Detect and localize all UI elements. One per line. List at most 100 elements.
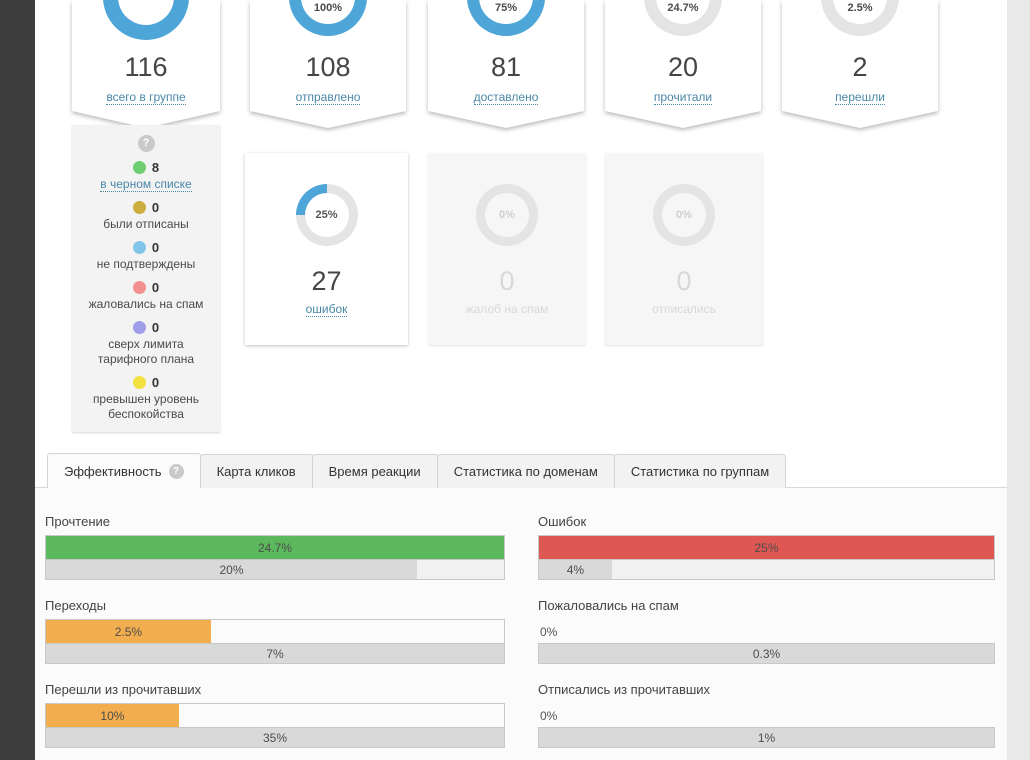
tab-label: Статистика по группам bbox=[630, 464, 770, 479]
unsubscribes-percent: 0% bbox=[676, 209, 692, 221]
metric-compare-bar: 4% bbox=[538, 559, 995, 580]
tab-click-map[interactable]: Карта кликов bbox=[199, 454, 313, 488]
metric-spam-rate: Пожаловались на спам 0% 0.3% bbox=[538, 598, 995, 664]
stat-card-opened: 24.7% 20 прочитали bbox=[605, 0, 761, 128]
spam-value: 0 bbox=[499, 266, 515, 296]
compare-value: 4% bbox=[566, 562, 585, 577]
stat-card-sent: 100% 108 отправлено bbox=[250, 0, 406, 128]
legend-label: превышен уровень беспокойства bbox=[92, 391, 200, 421]
unsubscribed-dot-icon bbox=[132, 200, 146, 214]
stat-card-unsubscribes: 0% 0 отписались bbox=[605, 153, 763, 345]
compare-value: 7% bbox=[266, 646, 284, 661]
metric-compare-bar: 7% bbox=[45, 643, 505, 664]
page-gutter bbox=[1007, 0, 1030, 760]
metric-compare-bar: 0.3% bbox=[538, 643, 995, 664]
legend-item-over-limit: 0 сверх лимита тарифного плана bbox=[72, 320, 220, 367]
stat-card-spam-complaints: 0% 0 жалоб на спам bbox=[428, 153, 586, 345]
effectiveness-panel: Прочтение 24.7% 20% Переходы 2.5% bbox=[35, 487, 1007, 760]
metric-title: Ошибок bbox=[538, 514, 587, 529]
tab-domain-stats[interactable]: Статистика по доменам bbox=[436, 454, 615, 488]
tab-effectiveness[interactable]: Эффективность ? bbox=[47, 453, 201, 488]
errors-value: 27 bbox=[311, 266, 342, 296]
blacklist-dot-icon bbox=[132, 160, 146, 174]
compare-value: 35% bbox=[262, 730, 288, 745]
donut-chart-errors: 25% bbox=[295, 184, 358, 246]
unsubscribes-label: отписались bbox=[652, 302, 716, 316]
stats-tabs: Эффективность ? Карта кликов Время реакц… bbox=[47, 453, 787, 488]
total-in-group-link[interactable]: всего в группе bbox=[106, 90, 186, 104]
opened-percent: 24.7% bbox=[667, 2, 699, 14]
stat-card-delivered: 75% 81 доставлено bbox=[428, 0, 584, 128]
legend-item-blacklist: 8 в черном списке bbox=[72, 160, 220, 192]
total-value: 116 bbox=[124, 52, 168, 82]
metric-title: Пожаловались на спам bbox=[538, 598, 679, 613]
metric-bar: 2.5% bbox=[45, 619, 505, 644]
metric-title: Прочтение bbox=[45, 514, 110, 529]
tab-group-stats[interactable]: Статистика по группам bbox=[613, 454, 787, 488]
compare-value: 0.3% bbox=[752, 646, 781, 661]
metric-compare-bar: 35% bbox=[45, 727, 505, 748]
group-legend-panel: ? 8 в черном списке 0 были отписаны 0 не… bbox=[72, 125, 220, 432]
compare-value: 1% bbox=[757, 730, 776, 745]
opened-link[interactable]: прочитали bbox=[653, 90, 713, 104]
tab-label: Карта кликов bbox=[216, 464, 296, 479]
bar-value: 0% bbox=[540, 708, 558, 723]
metric-compare-bar: 1% bbox=[538, 727, 995, 748]
legend-value: 0 bbox=[151, 319, 160, 335]
donut-chart-total bbox=[103, 0, 189, 40]
legend-label: были отписаны bbox=[103, 216, 189, 231]
tab-help-icon[interactable]: ? bbox=[168, 463, 184, 479]
stat-card-errors: 25% 27 ошибок bbox=[245, 153, 408, 345]
metric-click-to-open: Перешли из прочитавших 10% 35% bbox=[45, 682, 505, 748]
spam-label: жалоб на спам bbox=[465, 302, 549, 316]
legend-value: 0 bbox=[151, 279, 160, 295]
donut-chart-spam: 0% bbox=[476, 184, 538, 246]
metric-click-rate: Переходы 2.5% 7% bbox=[45, 598, 505, 664]
errors-link[interactable]: ошибок bbox=[305, 302, 348, 317]
legend-label: жаловались на спам bbox=[88, 296, 204, 311]
legend-value: 0 bbox=[151, 239, 160, 255]
metric-bar: 25% bbox=[538, 535, 995, 560]
stat-card-clicked: 2.5% 2 перешли bbox=[782, 0, 938, 128]
metrics-column-right: Ошибок 25% 4% Пожаловались на спам 0% bbox=[538, 514, 995, 760]
sent-percent: 100% bbox=[313, 2, 343, 14]
sent-link[interactable]: отправлено bbox=[295, 90, 361, 104]
blacklist-link[interactable]: в черном списке bbox=[100, 176, 192, 192]
metric-title: Отписались из прочитавших bbox=[538, 682, 711, 697]
clicked-link[interactable]: перешли bbox=[835, 90, 885, 104]
legend-label: не подтверждены bbox=[96, 256, 196, 271]
metric-error-rate: Ошибок 25% 4% bbox=[538, 514, 995, 580]
delivered-percent: 75% bbox=[494, 2, 518, 14]
legend-item-anxiety: 0 превышен уровень беспокойства bbox=[72, 375, 220, 422]
legend-item-spam: 0 жаловались на спам bbox=[72, 280, 220, 312]
metric-compare-bar: 20% bbox=[45, 559, 505, 580]
stat-card-total: 116 всего в группе bbox=[72, 0, 220, 128]
unsubscribes-value: 0 bbox=[676, 266, 692, 296]
help-icon[interactable]: ? bbox=[137, 134, 155, 152]
metric-unsubscribe-rate: Отписались из прочитавших 0% 1% bbox=[538, 682, 995, 748]
legend-value: 8 bbox=[151, 159, 160, 175]
tab-label: Эффективность bbox=[64, 463, 162, 479]
tab-reaction-time[interactable]: Время реакции bbox=[311, 454, 438, 488]
delivered-link[interactable]: доставлено bbox=[473, 90, 539, 104]
delivered-value: 81 bbox=[490, 52, 522, 82]
bar-value: 24.7% bbox=[257, 540, 293, 555]
tab-label: Статистика по доменам bbox=[453, 464, 598, 479]
anxiety-dot-icon bbox=[132, 375, 146, 389]
metric-bar: 24.7% bbox=[45, 535, 505, 560]
legend-item-unsubscribed: 0 были отписаны bbox=[72, 200, 220, 232]
legend-item-unconfirmed: 0 не подтверждены bbox=[72, 240, 220, 272]
over-limit-dot-icon bbox=[132, 320, 146, 334]
bar-value: 25% bbox=[754, 540, 779, 555]
sidebar-rail bbox=[0, 0, 35, 760]
clicked-percent: 2.5% bbox=[847, 2, 873, 14]
opened-value: 20 bbox=[667, 52, 699, 82]
sent-value: 108 bbox=[305, 52, 351, 82]
bar-value: 10% bbox=[100, 708, 125, 723]
metric-read-rate: Прочтение 24.7% 20% bbox=[45, 514, 505, 580]
metric-title: Переходы bbox=[45, 598, 106, 613]
spam-dot-icon bbox=[132, 280, 146, 294]
compare-value: 20% bbox=[219, 562, 244, 577]
metric-title: Перешли из прочитавших bbox=[45, 682, 202, 697]
